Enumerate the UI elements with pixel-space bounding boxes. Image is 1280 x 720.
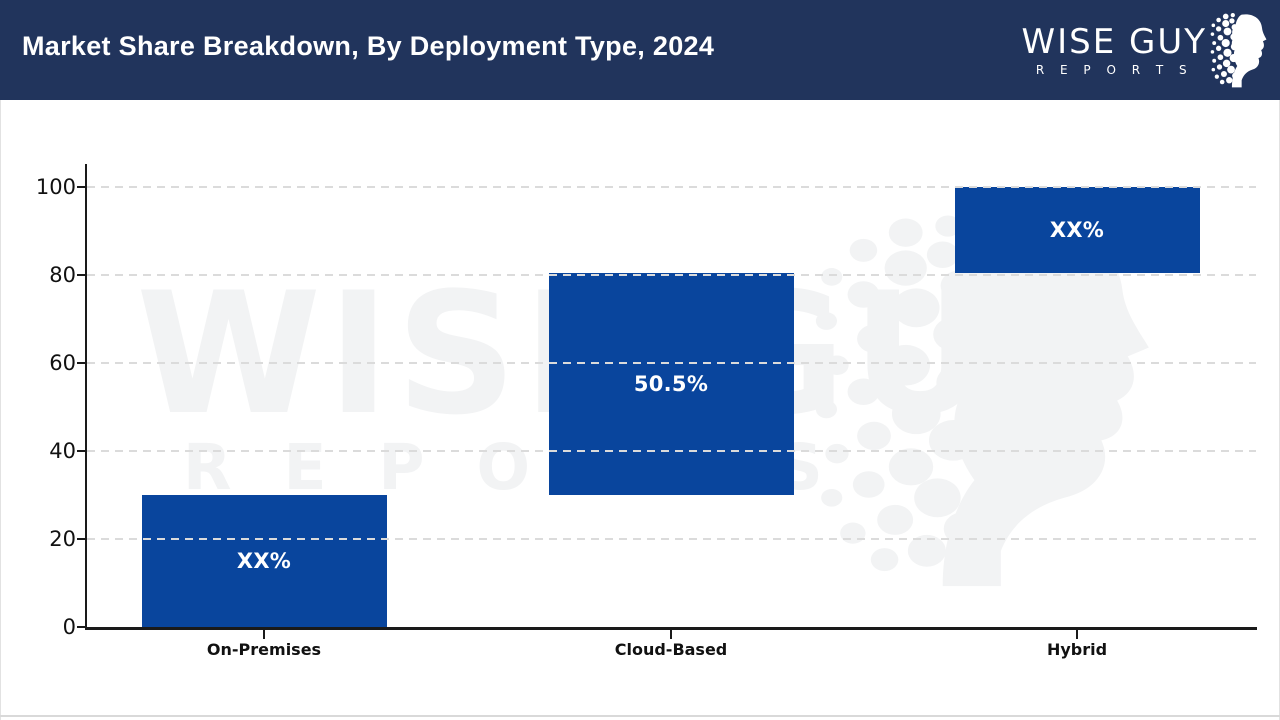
y-tick-mark bbox=[77, 538, 85, 540]
x-tick-mark bbox=[263, 630, 265, 639]
bar-value-label: XX% bbox=[1049, 217, 1105, 242]
logo-wordmark: WISE GUY bbox=[1021, 22, 1207, 62]
y-tick-label: 20 bbox=[49, 527, 76, 551]
y-tick-mark bbox=[77, 186, 85, 188]
gridline bbox=[87, 362, 1256, 364]
logo-head-icon bbox=[1210, 13, 1267, 88]
gridline bbox=[87, 450, 1256, 452]
x-axis-line bbox=[85, 627, 1257, 630]
y-tick-mark bbox=[77, 362, 85, 364]
bottom-border bbox=[0, 715, 1280, 717]
x-category-label: Hybrid bbox=[1046, 640, 1108, 659]
bar-value-label: 50.5% bbox=[633, 371, 709, 396]
wise-guy-logo: WISE GUY R E P O R T S bbox=[1021, 9, 1270, 93]
y-tick-label: 100 bbox=[35, 175, 76, 199]
x-category-label: Cloud-Based bbox=[614, 640, 728, 659]
left-border bbox=[0, 100, 1, 720]
page-title: Market Share Breakdown, By Deployment Ty… bbox=[22, 30, 715, 61]
y-tick-label: 60 bbox=[49, 351, 76, 375]
y-tick-mark bbox=[77, 274, 85, 276]
logo-text: WISE GUY R E P O R T S bbox=[1021, 25, 1207, 77]
bar-value-label: XX% bbox=[236, 549, 292, 573]
y-tick-label: 0 bbox=[62, 615, 76, 639]
y-tick-label: 80 bbox=[49, 263, 76, 287]
x-tick-mark bbox=[1076, 630, 1078, 639]
gridline bbox=[87, 274, 1256, 276]
bar: 50.5% bbox=[548, 272, 794, 495]
logo-subtitle: R E P O R T S bbox=[1035, 63, 1193, 77]
gridline bbox=[87, 186, 1256, 188]
y-tick-mark bbox=[77, 450, 85, 452]
bar: XX% bbox=[954, 187, 1200, 273]
y-tick-label: 40 bbox=[49, 439, 76, 463]
x-tick-mark bbox=[670, 630, 672, 639]
y-tick-mark bbox=[77, 626, 85, 628]
bar: XX% bbox=[141, 495, 387, 627]
header: Market Share Breakdown, By Deployment Ty… bbox=[0, 0, 1280, 100]
x-category-label: On-Premises bbox=[206, 640, 322, 659]
y-axis-line bbox=[85, 164, 87, 630]
gridline bbox=[87, 538, 1256, 540]
